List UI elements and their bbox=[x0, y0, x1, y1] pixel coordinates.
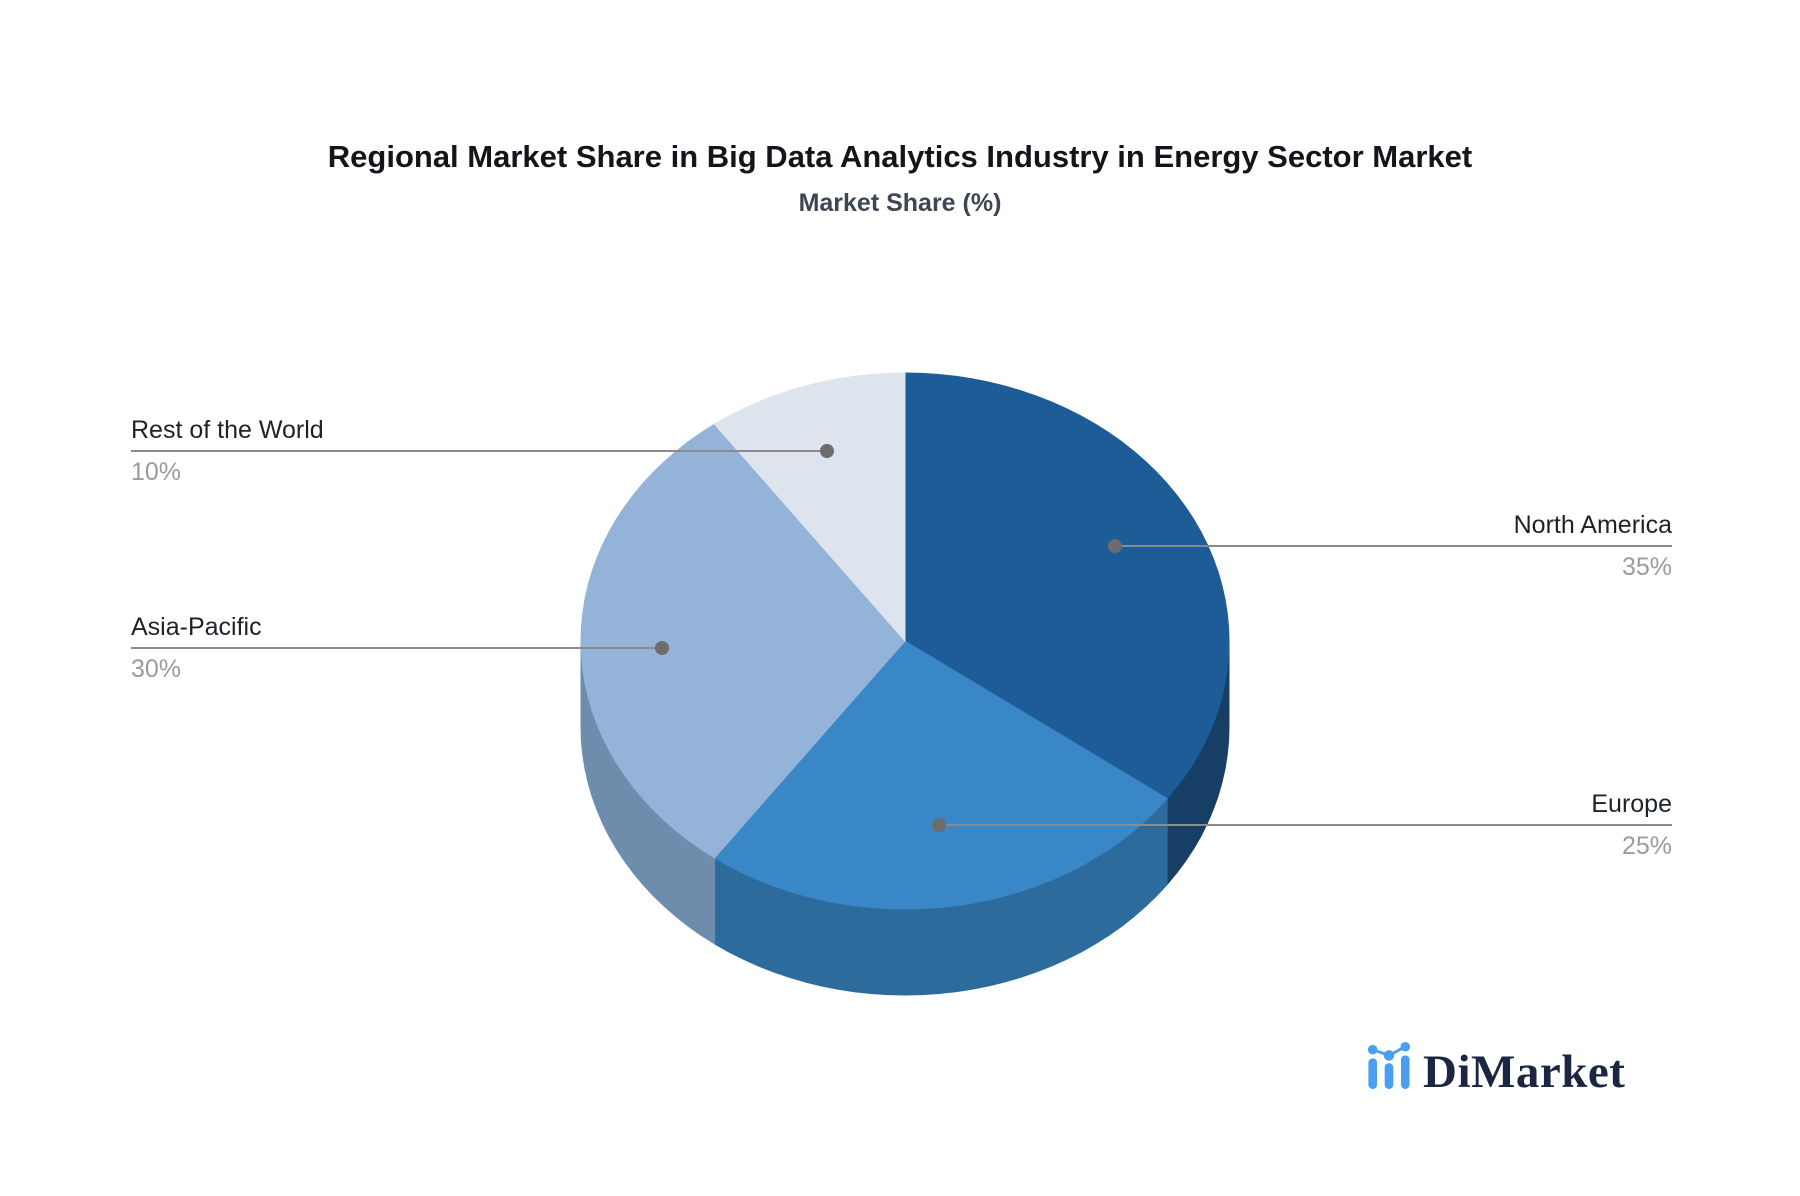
connector-dot-north-america bbox=[1108, 539, 1122, 553]
connector-dot-asia-pacific bbox=[655, 641, 669, 655]
label-asia-pacific: Asia-Pacific bbox=[131, 613, 262, 641]
connector-dot-europe bbox=[932, 818, 946, 832]
chart-subtitle: Market Share (%) bbox=[798, 189, 1002, 217]
pie-slice-rest-of-the-world[interactable] bbox=[713, 372, 906, 643]
pie-slice-europe[interactable] bbox=[713, 640, 1168, 910]
pct-rest-of-the-world: 10% bbox=[131, 458, 182, 486]
connector-dot-rest-of-the-world bbox=[820, 444, 834, 458]
dimarket-logo: DiMarket bbox=[1366, 1038, 1625, 1098]
pie-slice-north-america[interactable] bbox=[904, 372, 1230, 800]
pct-asia-pacific: 30% bbox=[131, 655, 182, 683]
chart-title: Regional Market Share in Big Data Analyt… bbox=[327, 139, 1473, 174]
dimarket-logo-text: DiMarket bbox=[1423, 1046, 1626, 1098]
pct-north-america: 35% bbox=[1621, 553, 1672, 581]
pie-slice-asia-pacific[interactable] bbox=[580, 423, 906, 859]
pct-europe: 25% bbox=[1621, 832, 1672, 860]
label-europe: Europe bbox=[1591, 790, 1672, 818]
label-north-america: North America bbox=[1513, 511, 1672, 539]
label-rest-of-the-world: Rest of the World bbox=[131, 416, 324, 444]
bar-chart-icon bbox=[1367, 1042, 1411, 1089]
